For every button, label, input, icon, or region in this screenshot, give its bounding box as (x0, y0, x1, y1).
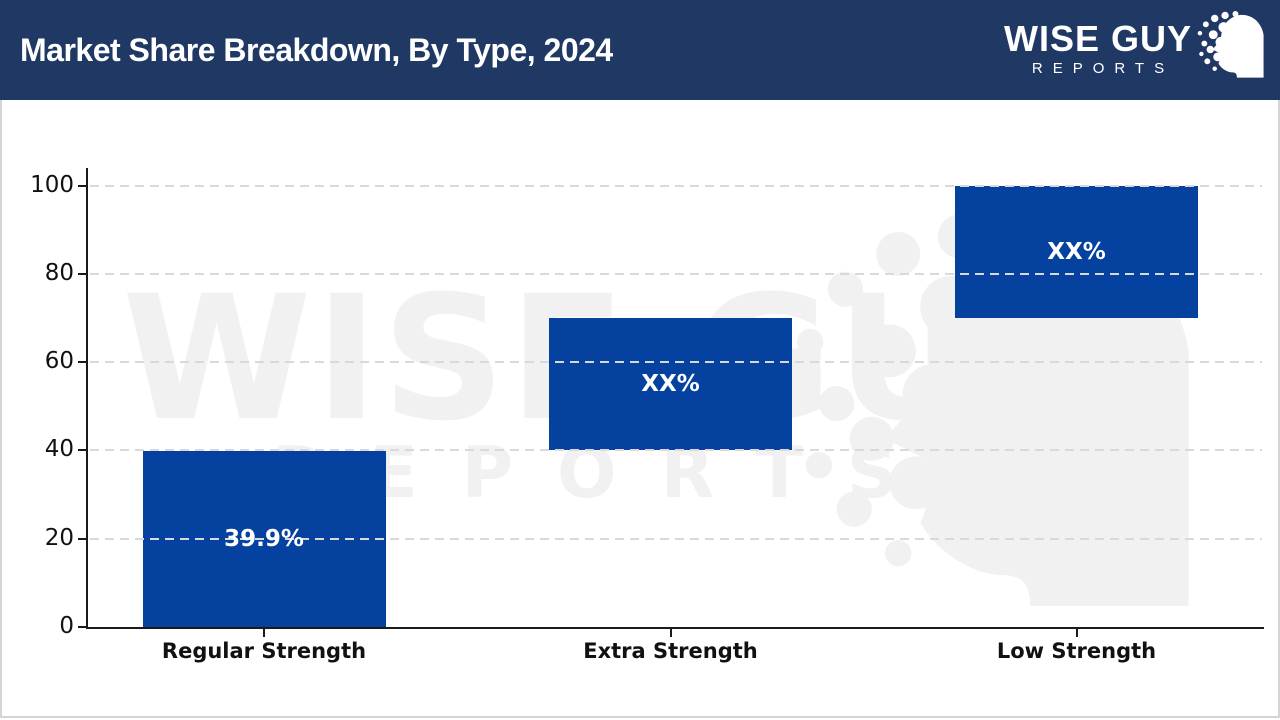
y-tick-label-80: 80 (44, 259, 74, 286)
header-bar: Market Share Breakdown, By Type, 2024 WI… (0, 0, 1280, 100)
gridline-80 (90, 272, 1262, 275)
frame-bottom-border (0, 716, 1280, 718)
logo-reports-label: REPORTS (1031, 59, 1175, 77)
page-title: Market Share Breakdown, By Type, 2024 (20, 31, 613, 68)
wise-guy-reports-logo: WISE GUY REPORTS (1004, 8, 1268, 88)
y-axis-tick-100 (78, 184, 86, 187)
logo-wiseguy-label: WISE GUY (1003, 17, 1192, 59)
y-axis-tick-80 (78, 272, 86, 275)
y-axis-tick-20 (78, 537, 86, 540)
bar-value-label-low-strength: XX% (1047, 238, 1106, 265)
bar-value-label-extra-strength: XX% (641, 371, 700, 398)
y-axis-tick-40 (78, 449, 86, 452)
gridline-20 (90, 537, 1262, 540)
gridline-100 (90, 184, 1262, 187)
gridline-40 (90, 449, 1262, 452)
x-axis-tick-low-strength (1075, 629, 1078, 637)
y-tick-label-100: 100 (30, 171, 74, 198)
y-axis-tick-60 (78, 361, 86, 364)
x-category-label-low-strength: Low Strength (996, 639, 1157, 663)
x-axis-tick-extra-strength (669, 629, 672, 637)
x-axis-line (86, 627, 1264, 629)
y-tick-label-20: 20 (44, 524, 74, 551)
gridline-60 (90, 361, 1262, 364)
x-category-label-regular-strength: Regular Strength (161, 639, 367, 663)
logo-text: WISE GUY REPORTS (1003, 17, 1192, 77)
watermark-face-graphic (797, 210, 1189, 606)
y-axis-line (86, 168, 88, 629)
bar-value-label-regular-strength: 39.9% (224, 525, 304, 552)
bar-extra-strength (549, 317, 792, 451)
y-axis-tick-0 (78, 626, 86, 628)
y-tick-label-60: 60 (44, 348, 74, 375)
y-tick-label-0: 0 (59, 613, 74, 639)
bar-low-strength (955, 185, 1198, 318)
x-category-label-extra-strength: Extra Strength (583, 639, 758, 663)
logo-face-icon (1197, 11, 1264, 78)
x-axis-tick-regular-strength (263, 629, 265, 637)
y-tick-label-40: 40 (44, 436, 74, 463)
